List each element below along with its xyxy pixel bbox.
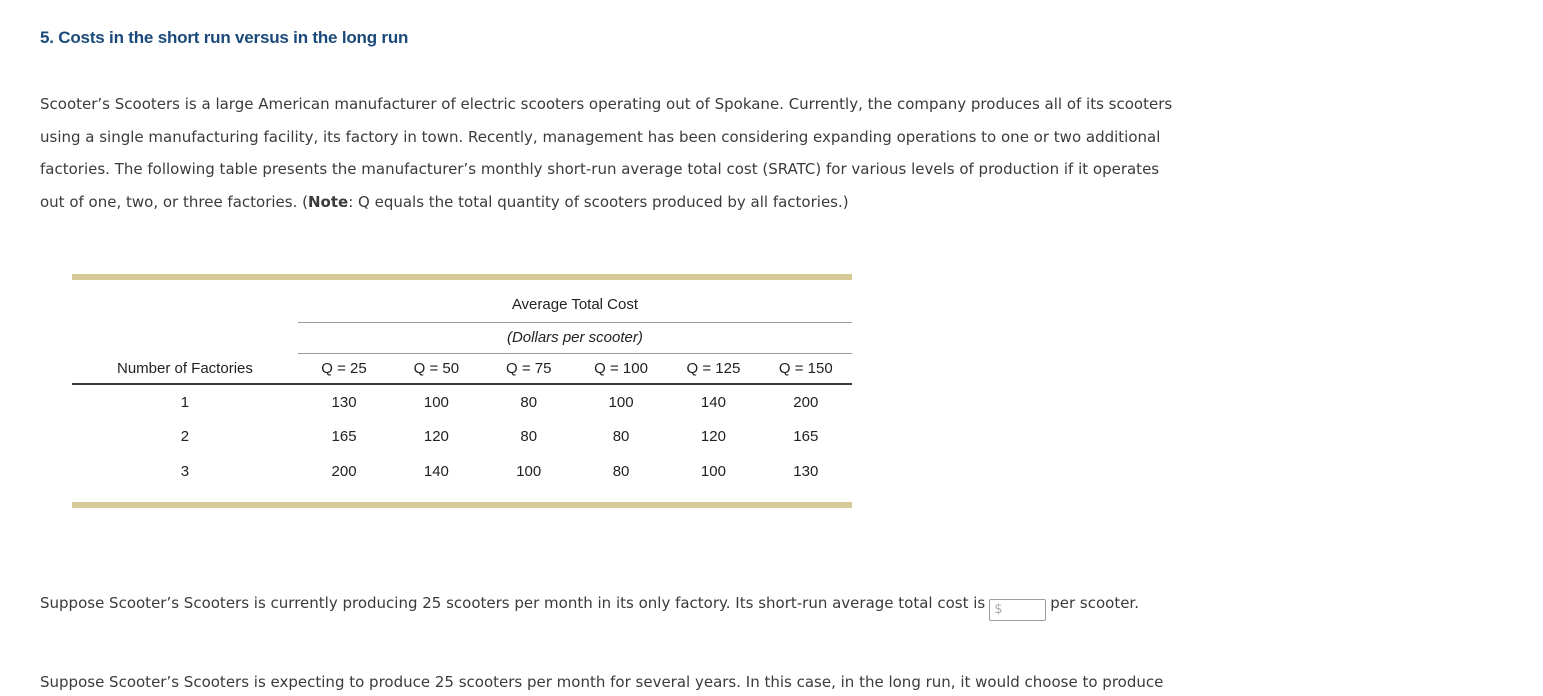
table-cell: 200 <box>331 463 357 480</box>
page-title: 5. Costs in the short run versus in the … <box>40 28 409 47</box>
table-cell: 100 <box>516 463 542 480</box>
table-cell: 130 <box>793 463 819 480</box>
table-cell: 120 <box>423 428 449 445</box>
factories-count: 3 <box>180 463 190 480</box>
table-cell: 130 <box>331 393 357 411</box>
intro-line: factories. The following table presents … <box>40 160 1160 178</box>
table-cell: 100 <box>423 393 449 411</box>
factories-count: 2 <box>180 428 190 445</box>
table-cell: 80 <box>520 393 538 411</box>
table-cell: 140 <box>423 463 449 480</box>
question2-text: Suppose Scooter’s Scooters is expecting … <box>40 672 1164 691</box>
factories-count: 1 <box>180 393 190 411</box>
table-row: 3 200 140 100 80 100 130 <box>72 454 852 489</box>
table-row: 1 130 100 80 100 140 200 <box>72 384 852 419</box>
intro-paragraph: Scooter’s Scooters is a large American m… <box>40 88 1543 218</box>
table-cell: 100 <box>700 463 726 480</box>
table-cell: 80 <box>612 463 630 480</box>
intro-line: using a single manufacturing facility, i… <box>40 127 1161 146</box>
table-cell: 120 <box>700 428 726 445</box>
column-header: Q = 150 <box>759 353 852 385</box>
table-cell: 80 <box>612 428 630 445</box>
table-cell: 200 <box>793 393 819 411</box>
question1-text: Suppose Scooter’s Scooters is currently … <box>40 594 1543 621</box>
intro-line: Scooter’s Scooters is a large American m… <box>40 95 1173 113</box>
table-span-subheader: (Dollars per scooter) <box>297 322 852 354</box>
note-label: Note <box>307 192 349 211</box>
average-total-cost-table: Average Total Cost (Dollars per scooter)… <box>72 274 852 508</box>
column-header: Q = 75 <box>482 353 575 385</box>
table-cell: 140 <box>700 393 726 411</box>
column-header: Q = 50 <box>390 353 483 385</box>
table-cell: 165 <box>331 428 357 445</box>
column-header: Q = 100 <box>574 353 668 385</box>
cost-input[interactable] <box>989 598 1047 621</box>
table-cell: 165 <box>793 428 819 445</box>
table-span-header: Average Total Cost <box>297 288 852 323</box>
column-header: Q = 125 <box>667 353 760 385</box>
column-header: Q = 25 <box>297 353 391 385</box>
intro-line: out of one, two, or three factories. (No… <box>40 192 849 211</box>
row-header-label: Number of Factories <box>72 353 298 385</box>
table-cell: 100 <box>608 393 634 411</box>
table-cell: 80 <box>520 428 538 445</box>
table-row: 2 165 120 80 80 120 165 <box>72 419 852 454</box>
